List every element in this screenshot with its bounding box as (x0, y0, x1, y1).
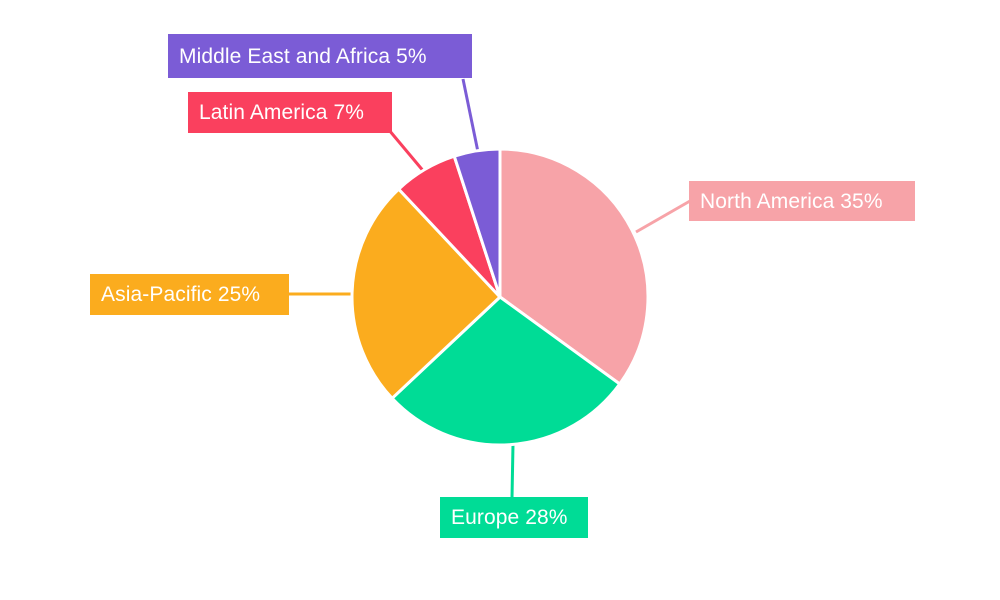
pie-data-label[interactable]: Middle East and Africa 5% (168, 34, 472, 78)
pie-slice[interactable] (452, 147, 502, 299)
pie-data-label[interactable]: Latin America 7% (188, 92, 392, 133)
leader-line (635, 199, 691, 234)
pie-slice[interactable] (390, 295, 622, 447)
pie-data-label[interactable]: Europe 28% (440, 497, 588, 538)
leader-line (510, 443, 515, 499)
leader-line (387, 129, 427, 174)
leader-line (461, 78, 480, 153)
pie-slice[interactable] (350, 187, 502, 400)
pie-data-label[interactable]: Asia-Pacific 25% (90, 274, 289, 315)
pie-slice-group (350, 147, 650, 447)
leader-line-group (289, 78, 691, 499)
pie-slice[interactable] (498, 147, 650, 386)
pie-data-label[interactable]: North America 35% (689, 181, 915, 221)
